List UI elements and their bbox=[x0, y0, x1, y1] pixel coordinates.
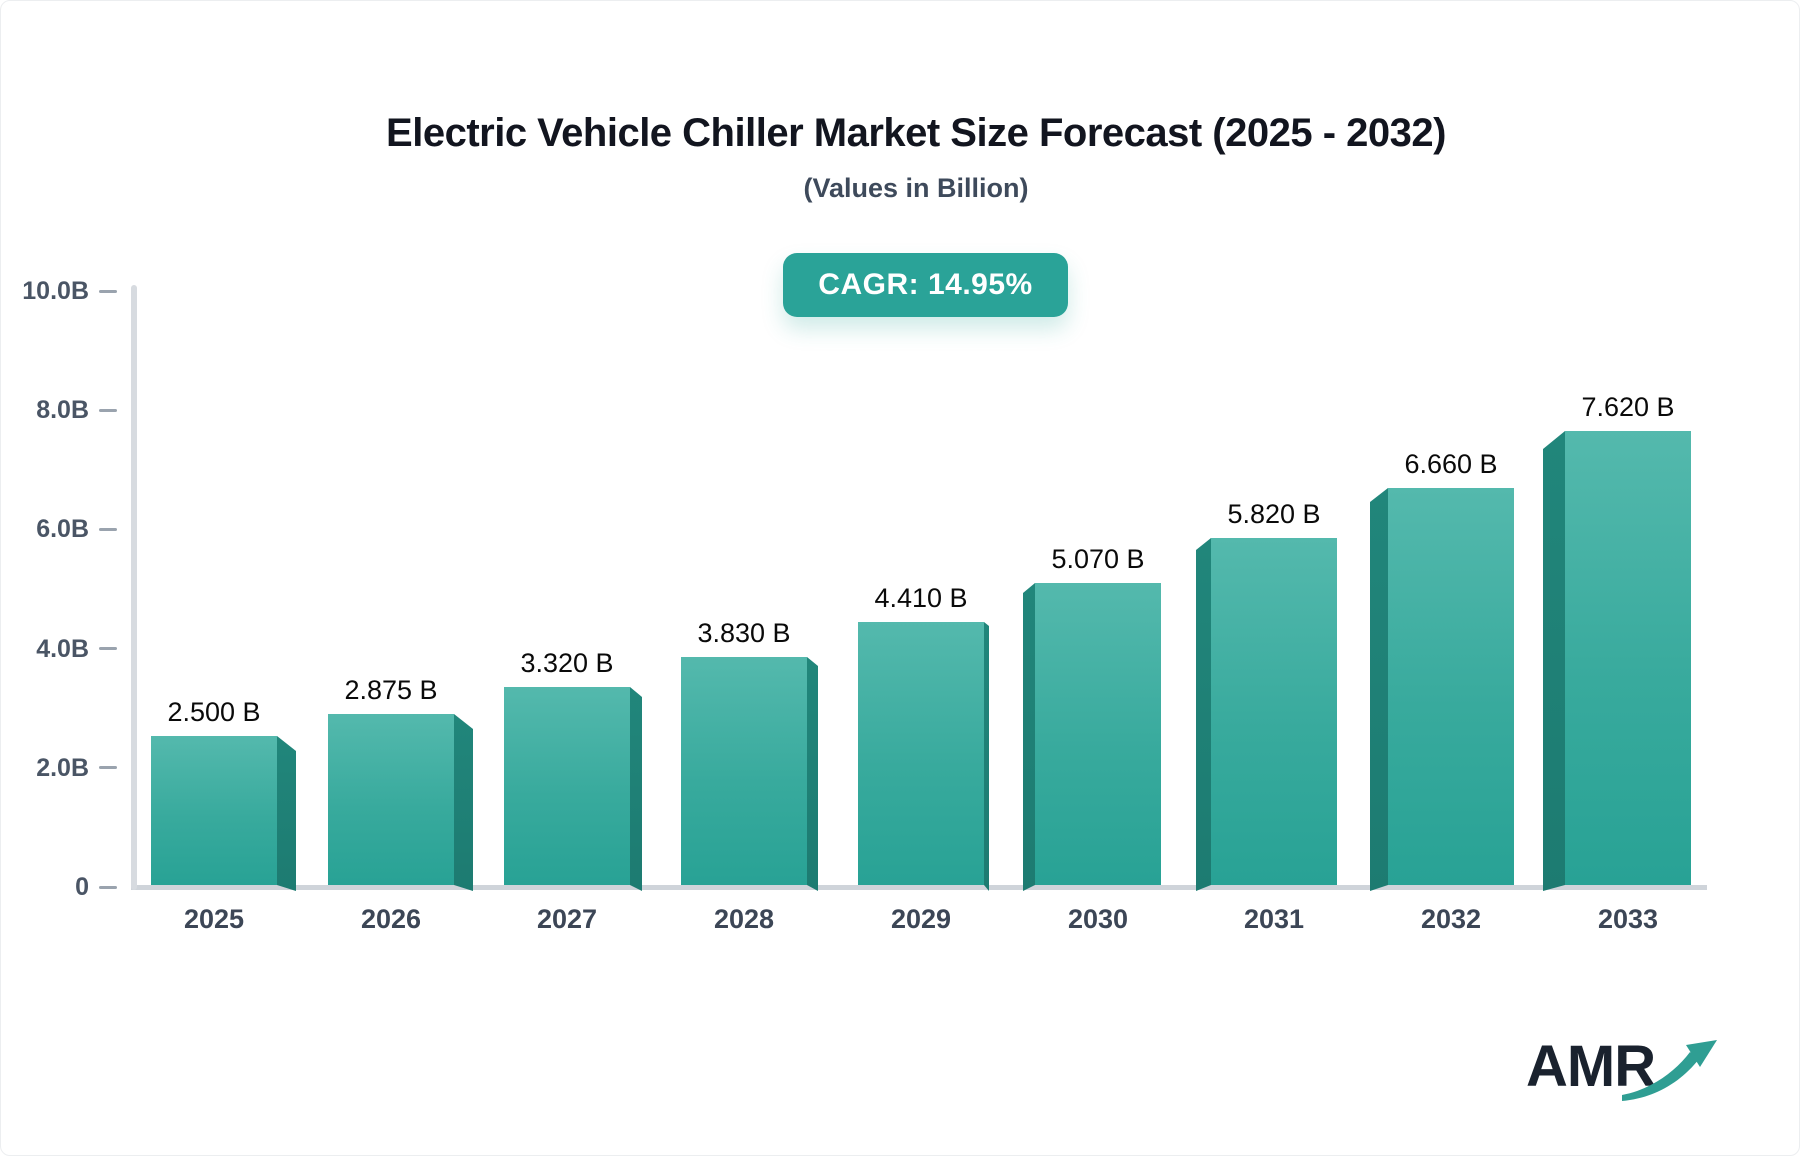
x-tick-label: 2027 bbox=[536, 904, 598, 934]
bar-side-2026 bbox=[454, 714, 473, 891]
bar-side-2028 bbox=[807, 657, 818, 891]
x-tick-label: 2031 bbox=[1243, 904, 1305, 934]
bar-2025 bbox=[151, 736, 277, 885]
y-tick-label: 10.0B bbox=[22, 277, 89, 305]
x-tick-label: 2030 bbox=[1067, 904, 1129, 934]
bar-side-2032 bbox=[1370, 488, 1388, 891]
y-tick-label: 6.0B bbox=[36, 515, 89, 544]
bar-2029 bbox=[858, 622, 984, 885]
cagr-badge: CAGR: 14.95% bbox=[783, 253, 1068, 317]
y-tick-mark bbox=[99, 885, 117, 889]
bar-value-label: 3.830 B bbox=[697, 618, 791, 648]
bar-side-2029 bbox=[984, 622, 989, 891]
y-tick-mark bbox=[99, 408, 117, 412]
bar-side-2030 bbox=[1023, 583, 1035, 891]
growth-arrow-icon bbox=[1622, 1040, 1717, 1101]
y-tick-label: 8.0B bbox=[36, 396, 89, 425]
x-tick-label: 2033 bbox=[1597, 904, 1659, 934]
bar-value-label: 2.500 B bbox=[167, 697, 261, 727]
bar-value-label: 6.660 B bbox=[1404, 449, 1498, 479]
x-axis-line bbox=[131, 885, 1707, 890]
amr-logo: AMR bbox=[1526, 1031, 1717, 1113]
bar-side-2025 bbox=[277, 736, 296, 891]
y-tick-mark bbox=[99, 647, 117, 651]
y-tick-mark bbox=[99, 289, 117, 293]
bar-value-label: 7.620 B bbox=[1581, 392, 1675, 422]
bar-value-label: 3.320 B bbox=[520, 648, 614, 678]
x-tick-label: 2029 bbox=[890, 904, 952, 934]
bar-2026 bbox=[328, 714, 454, 885]
bar-value-label: 5.820 B bbox=[1227, 499, 1321, 529]
y-tick-label: 0 bbox=[75, 873, 89, 901]
y-tick-mark bbox=[99, 527, 117, 531]
x-tick-label: 2028 bbox=[713, 904, 775, 934]
bar-2031 bbox=[1211, 538, 1337, 885]
bar-2027 bbox=[504, 687, 630, 885]
y-axis-line bbox=[131, 285, 137, 890]
chart-title: Electric Vehicle Chiller Market Size For… bbox=[386, 111, 1446, 155]
amr-logo-text: AMR bbox=[1526, 1034, 1656, 1099]
x-tick-label: 2032 bbox=[1420, 904, 1482, 934]
bar-value-label: 4.410 B bbox=[874, 583, 968, 613]
chart-subtitle: (Values in Billion) bbox=[803, 173, 1029, 203]
bar-value-label: 5.070 B bbox=[1051, 544, 1145, 574]
bar-side-2027 bbox=[630, 687, 642, 891]
y-tick-mark bbox=[99, 766, 117, 770]
bar-2033 bbox=[1565, 431, 1691, 885]
bar-2028 bbox=[681, 657, 807, 885]
bar-value-label: 2.875 B bbox=[344, 675, 438, 705]
bar-side-2033 bbox=[1543, 431, 1565, 891]
bar-2030 bbox=[1035, 583, 1161, 885]
bar-2032 bbox=[1388, 488, 1514, 885]
y-tick-label: 2.0B bbox=[36, 753, 89, 782]
bar-side-2031 bbox=[1196, 538, 1211, 891]
y-tick-label: 4.0B bbox=[36, 634, 89, 663]
x-tick-label: 2025 bbox=[183, 904, 245, 934]
x-tick-label: 2026 bbox=[360, 904, 422, 934]
